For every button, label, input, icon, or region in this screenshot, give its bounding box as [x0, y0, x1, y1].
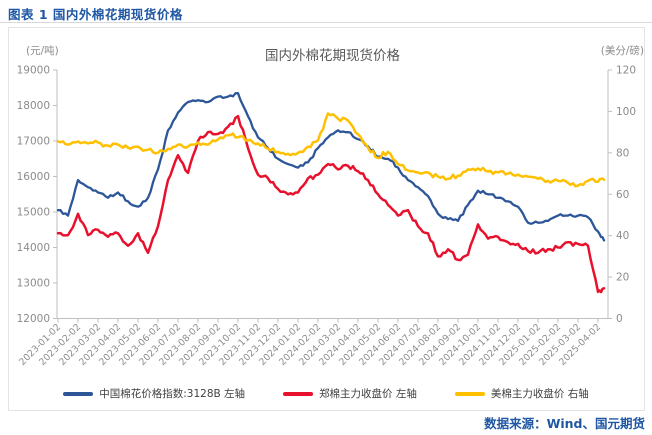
chart-title: 国内外棉花期现货价格	[265, 48, 400, 64]
legend-item-us-cotton-close: 美棉主力收盘价 右轴	[454, 386, 589, 401]
legend-item-zce-cotton-close: 郑棉主力收盘价 左轴	[283, 386, 417, 401]
legend-label: 郑棉主力收盘价 左轴	[319, 388, 417, 400]
legend-label: 中国棉花价格指数:3128B 左轴	[99, 388, 246, 400]
chart-frame	[8, 27, 645, 411]
legend-swatch-yellow-line-icon	[454, 391, 485, 396]
title-divider	[0, 22, 652, 23]
legend-item-cn-cotton-index: 中国棉花价格指数:3128B 左轴	[63, 386, 245, 401]
data-source-note: 数据来源：Wind、国元期货	[484, 416, 645, 431]
legend-swatch-blue-line-icon	[63, 391, 94, 396]
right-axis-unit-label: (美分/磅)	[600, 45, 644, 57]
page-title: 图表 1 国内外棉花期现货价格	[8, 7, 183, 22]
legend-label: 美棉主力收盘价 右轴	[490, 388, 589, 400]
chart-legend: 中国棉花价格指数:3128B 左轴 郑棉主力收盘价 左轴 美棉主力收盘价 右轴	[0, 386, 652, 401]
legend-swatch-red-line-icon	[283, 391, 314, 396]
left-axis-unit-label: (元/吨)	[26, 45, 59, 57]
